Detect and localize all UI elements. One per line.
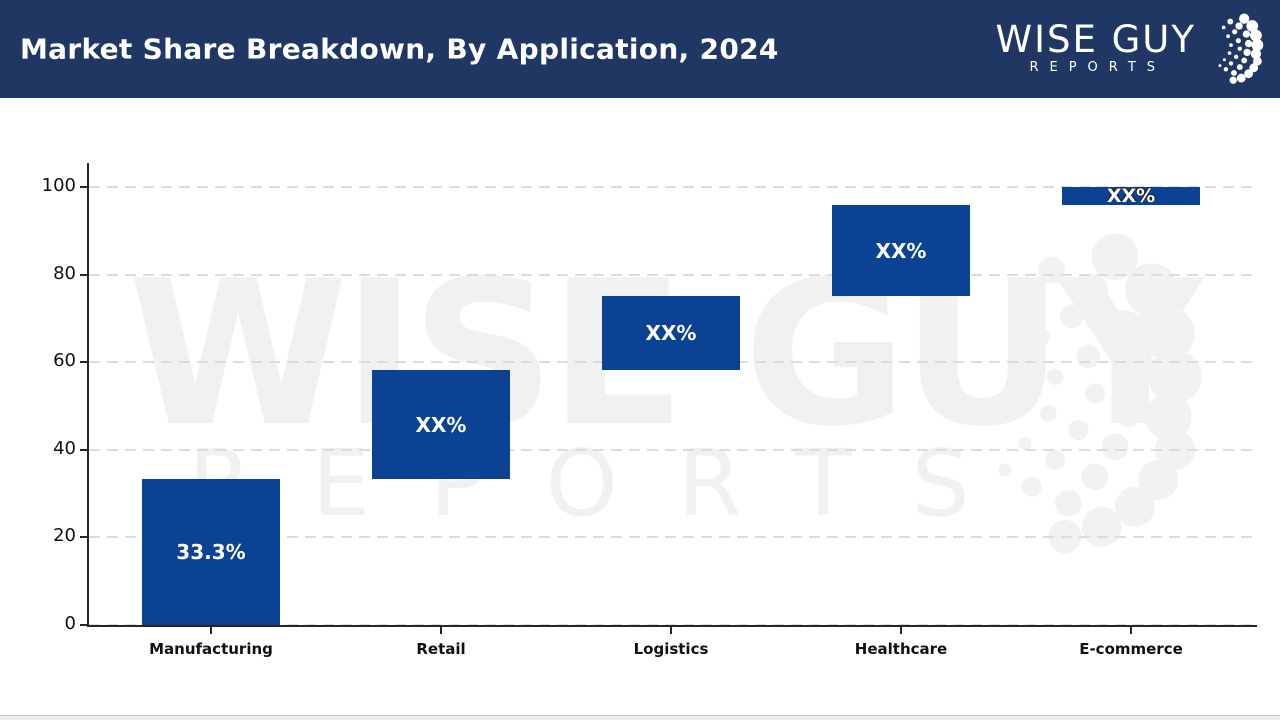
x-axis-line (87, 625, 1257, 627)
bar-manufacturing: 33.3% (142, 479, 280, 625)
logo-reports-label: REPORTS (1029, 60, 1167, 76)
y-axis-tick-label: 60 (53, 350, 76, 372)
bar-logistics: XX% (602, 296, 740, 371)
y-axis-tick-label: 80 (53, 262, 76, 284)
x-axis-tick (900, 627, 902, 634)
y-axis-tick (80, 536, 88, 539)
bottom-border (0, 715, 1280, 720)
y-axis-tick (80, 186, 88, 188)
y-axis-tick-label: 100 (41, 175, 76, 196)
x-axis-tick (210, 627, 212, 634)
logo-face-icon (1218, 13, 1264, 84)
bar-value-label-retail: XX% (415, 412, 467, 437)
y-axis-tick (80, 448, 88, 451)
page-title: Market Share Breakdown, By Application, … (20, 32, 779, 66)
bar-value-label-logistics: XX% (645, 321, 697, 346)
y-axis-tick (80, 273, 88, 276)
bar-e-commerce: XX% (1062, 184, 1200, 207)
y-axis-tick (80, 624, 88, 626)
x-axis-category-label-logistics: Logistics (633, 640, 709, 658)
x-axis-category-label-e-commerce: E-commerce (1079, 640, 1183, 658)
bar-healthcare: XX% (832, 204, 970, 297)
y-axis-line (87, 163, 89, 627)
x-axis-tick (440, 627, 442, 634)
x-axis-category-label-manufacturing: Manufacturing (149, 640, 273, 658)
header-bar: Market Share Breakdown, By Application, … (0, 0, 1280, 98)
bar-value-label-e-commerce: XX% (1106, 184, 1156, 207)
y-axis-tick-label: 0 (64, 613, 76, 634)
watermark-reports-text: REPORTS (188, 430, 1030, 537)
gridline-20 (89, 536, 1258, 539)
x-axis-category-label-healthcare: Healthcare (854, 640, 948, 658)
y-axis-tick-label: 20 (53, 525, 76, 547)
logo-wiseguy-label: WISE GUY (995, 17, 1196, 61)
x-axis-tick (1130, 627, 1132, 634)
wiseguy-logo: WISE GUY REPORTS (996, 8, 1264, 88)
bar-retail: XX% (372, 370, 510, 480)
gridline-100 (89, 186, 1258, 188)
y-axis-tick (80, 361, 88, 364)
gridline-80 (89, 273, 1258, 276)
wiseguy-logo-text: WISE GUY REPORTS (995, 17, 1196, 76)
x-axis-category-label-retail: Retail (416, 640, 466, 658)
y-axis-tick-label: 40 (53, 437, 76, 459)
bar-value-label-manufacturing: 33.3% (176, 540, 246, 565)
x-axis-tick (670, 627, 672, 634)
bar-value-label-healthcare: XX% (875, 238, 927, 263)
gridline-40 (89, 448, 1258, 451)
